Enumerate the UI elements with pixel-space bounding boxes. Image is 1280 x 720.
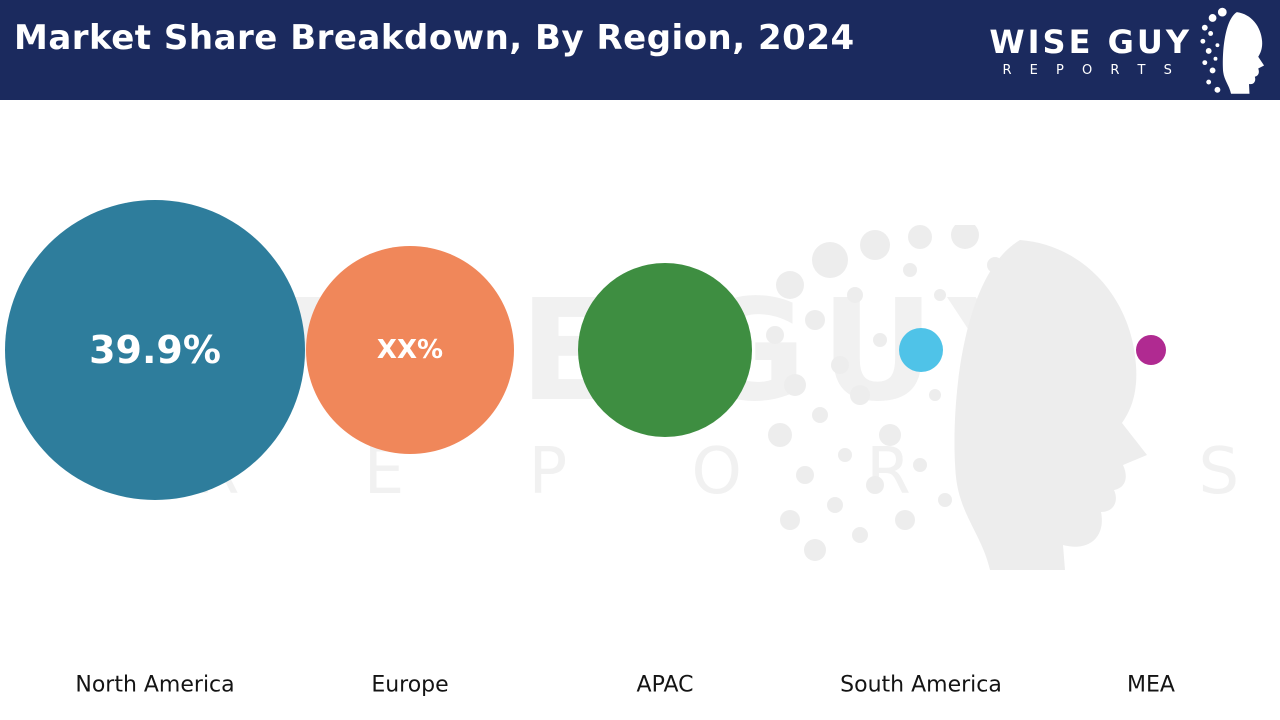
bubble-mea — [1136, 335, 1166, 365]
bubble-europe: XX% — [306, 246, 514, 454]
page-title: Market Share Breakdown, By Region, 2024 — [14, 18, 855, 58]
bubble-south-america — [899, 328, 943, 372]
brand-logo: WISE GUY R E P O R T S — [989, 6, 1266, 94]
category-label-south-america: South America — [840, 672, 1002, 698]
brand-name: WISE GUY — [989, 22, 1192, 61]
category-label-mea: MEA — [1127, 672, 1175, 698]
brand-logo-text: WISE GUY R E P O R T S — [989, 23, 1192, 78]
bubble-value-label: 39.9% — [89, 328, 221, 372]
bubble-north-america: 39.9% — [5, 200, 305, 500]
header: Market Share Breakdown, By Region, 2024 … — [0, 0, 1280, 100]
bubble-apac — [578, 263, 752, 437]
dotted-head-logo-icon — [1200, 7, 1265, 94]
category-label-north-america: North America — [75, 672, 235, 698]
bubble-value-label: XX% — [376, 335, 444, 365]
category-label-apac: APAC — [636, 672, 694, 698]
brand-subtitle: R E P O R T S — [1002, 62, 1179, 78]
category-label-europe: Europe — [371, 672, 449, 698]
